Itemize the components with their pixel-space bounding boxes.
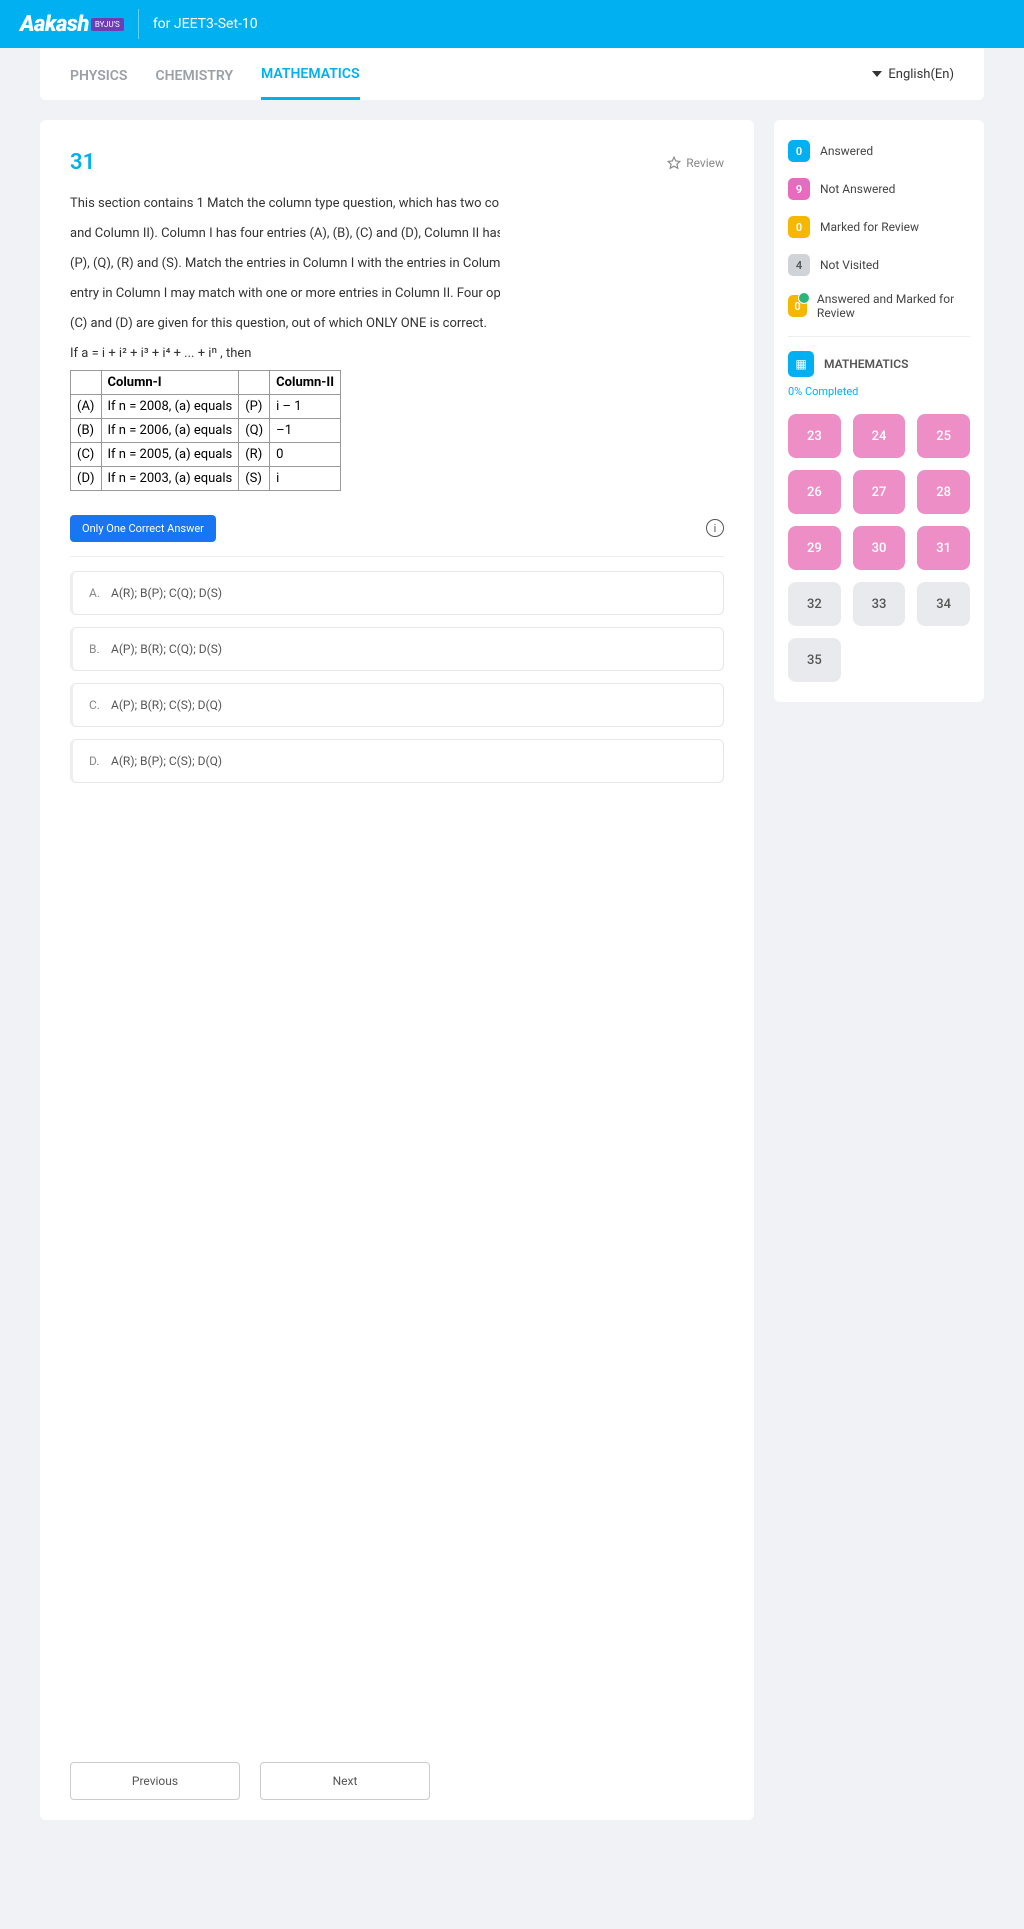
chevron-down-icon bbox=[872, 71, 882, 77]
tab-mathematics[interactable]: MATHEMATICS bbox=[261, 48, 359, 100]
row-s-label: (S) bbox=[239, 466, 270, 490]
option-a-text: A(R); B(P); C(Q); D(S) bbox=[111, 586, 222, 600]
not-visited-label: Not Visited bbox=[820, 258, 879, 272]
row-d-text: If n = 2003, (a) equals bbox=[101, 466, 239, 490]
tab-physics[interactable]: PHYSICS bbox=[70, 50, 127, 99]
palette-q23[interactable]: 23 bbox=[788, 414, 841, 458]
question-text-5: (C) and (D) are given for this question,… bbox=[70, 313, 500, 335]
star-icon bbox=[667, 156, 681, 170]
tab-chemistry[interactable]: CHEMISTRY bbox=[155, 50, 233, 99]
answered-marked-label: Answered and Marked for Review bbox=[817, 292, 970, 320]
option-d-label: D. bbox=[89, 754, 111, 768]
legend-marked: 0 Marked for Review bbox=[788, 216, 970, 238]
row-r-label: (R) bbox=[239, 442, 270, 466]
row-c-label: (C) bbox=[71, 442, 102, 466]
legend-answered: 0 Answered bbox=[788, 140, 970, 162]
question-number: 31 bbox=[70, 150, 95, 175]
not-visited-count: 4 bbox=[788, 254, 810, 276]
match-table: Column-I Column-II (A)If n = 2008, (a) eq… bbox=[70, 370, 341, 491]
question-text-4: entry in Column I may match with one or … bbox=[70, 283, 500, 305]
row-c-text: If n = 2005, (a) equals bbox=[101, 442, 239, 466]
subject-tabs: PHYSICS CHEMISTRY MATHEMATICS English(En… bbox=[40, 48, 984, 100]
legend-not-answered: 9 Not Answered bbox=[788, 178, 970, 200]
question-text-3: (P), (Q), (R) and (S). Match the entries… bbox=[70, 253, 500, 275]
review-button[interactable]: Review bbox=[667, 156, 724, 170]
option-c-text: A(P); B(R); C(S); D(Q) bbox=[111, 698, 222, 712]
palette-q35[interactable]: 35 bbox=[788, 638, 841, 682]
question-palette: 23 24 25 26 27 28 29 30 31 32 33 34 35 bbox=[788, 414, 970, 682]
option-b-text: A(P); B(R); C(Q); D(S) bbox=[111, 642, 222, 656]
row-d-label: (D) bbox=[71, 466, 102, 490]
option-a-label: A. bbox=[89, 586, 111, 600]
row-b-text: If n = 2006, (a) equals bbox=[101, 418, 239, 442]
answered-marked-count: 0 bbox=[788, 295, 807, 317]
not-answered-count: 9 bbox=[788, 178, 810, 200]
palette-q24[interactable]: 24 bbox=[853, 414, 906, 458]
marked-label: Marked for Review bbox=[820, 220, 919, 234]
review-label: Review bbox=[686, 156, 724, 170]
row-p-text: i – 1 bbox=[270, 394, 341, 418]
option-b[interactable]: B.A(P); B(R); C(Q); D(S) bbox=[70, 627, 724, 671]
top-bar: Aakash BYJU'S for JEET3-Set-10 bbox=[0, 0, 1024, 48]
side-panel: 0 Answered 9 Not Answered 0 Marked for Revi… bbox=[774, 120, 984, 702]
answered-label: Answered bbox=[820, 144, 873, 158]
next-button[interactable]: Next bbox=[260, 1762, 430, 1800]
question-text-1: This section contains 1 Match the column… bbox=[70, 193, 500, 215]
subject-header: ▦ MATHEMATICS bbox=[788, 336, 970, 377]
option-d-text: A(R); B(P); C(S); D(Q) bbox=[111, 754, 222, 768]
answered-count: 0 bbox=[788, 140, 810, 162]
subject-icon: ▦ bbox=[788, 351, 814, 377]
palette-q28[interactable]: 28 bbox=[917, 470, 970, 514]
col2-header: Column-II bbox=[270, 370, 341, 394]
question-card: 31 Review This section contains 1 Match … bbox=[40, 120, 754, 1820]
palette-q32[interactable]: 32 bbox=[788, 582, 841, 626]
set-label: for JEET3-Set-10 bbox=[153, 16, 258, 32]
row-a-text: If n = 2008, (a) equals bbox=[101, 394, 239, 418]
language-label: English(En) bbox=[888, 67, 954, 82]
option-d[interactable]: D.A(R); B(P); C(S); D(Q) bbox=[70, 739, 724, 783]
palette-q27[interactable]: 27 bbox=[853, 470, 906, 514]
palette-q34[interactable]: 34 bbox=[917, 582, 970, 626]
row-b-label: (B) bbox=[71, 418, 102, 442]
option-c-label: C. bbox=[89, 698, 111, 712]
question-text-2: and Column II). Column I has four entrie… bbox=[70, 223, 500, 245]
row-s-text: i bbox=[270, 466, 341, 490]
col1-header: Column-I bbox=[101, 370, 239, 394]
palette-q31[interactable]: 31 bbox=[917, 526, 970, 570]
subject-name: MATHEMATICS bbox=[824, 357, 908, 371]
palette-q26[interactable]: 26 bbox=[788, 470, 841, 514]
option-c[interactable]: C.A(P); B(R); C(S); D(Q) bbox=[70, 683, 724, 727]
separator bbox=[138, 9, 139, 39]
palette-q29[interactable]: 29 bbox=[788, 526, 841, 570]
progress-text: 0% Completed bbox=[788, 385, 970, 398]
row-q-text: –1 bbox=[270, 418, 341, 442]
palette-q33[interactable]: 33 bbox=[853, 582, 906, 626]
row-q-label: (Q) bbox=[239, 418, 270, 442]
legend-not-visited: 4 Not Visited bbox=[788, 254, 970, 276]
marked-count: 0 bbox=[788, 216, 810, 238]
logo: Aakash bbox=[20, 12, 89, 37]
previous-button[interactable]: Previous bbox=[70, 1762, 240, 1800]
option-b-label: B. bbox=[89, 642, 111, 656]
language-selector[interactable]: English(En) bbox=[872, 67, 954, 82]
logo-sub: BYJU'S bbox=[91, 18, 124, 31]
legend-answered-marked: 0 Answered and Marked for Review bbox=[788, 292, 970, 320]
row-r-text: 0 bbox=[270, 442, 341, 466]
option-a[interactable]: A.A(R); B(P); C(Q); D(S) bbox=[70, 571, 724, 615]
palette-q25[interactable]: 25 bbox=[917, 414, 970, 458]
row-a-label: (A) bbox=[71, 394, 102, 418]
not-answered-label: Not Answered bbox=[820, 182, 895, 196]
question-formula: If a = i + i² + i³ + i⁴ + ... + iⁿ , the… bbox=[70, 343, 724, 365]
palette-q30[interactable]: 30 bbox=[853, 526, 906, 570]
info-icon[interactable]: i bbox=[706, 519, 724, 537]
row-p-label: (P) bbox=[239, 394, 270, 418]
answer-type-pill: Only One Correct Answer bbox=[70, 515, 216, 542]
